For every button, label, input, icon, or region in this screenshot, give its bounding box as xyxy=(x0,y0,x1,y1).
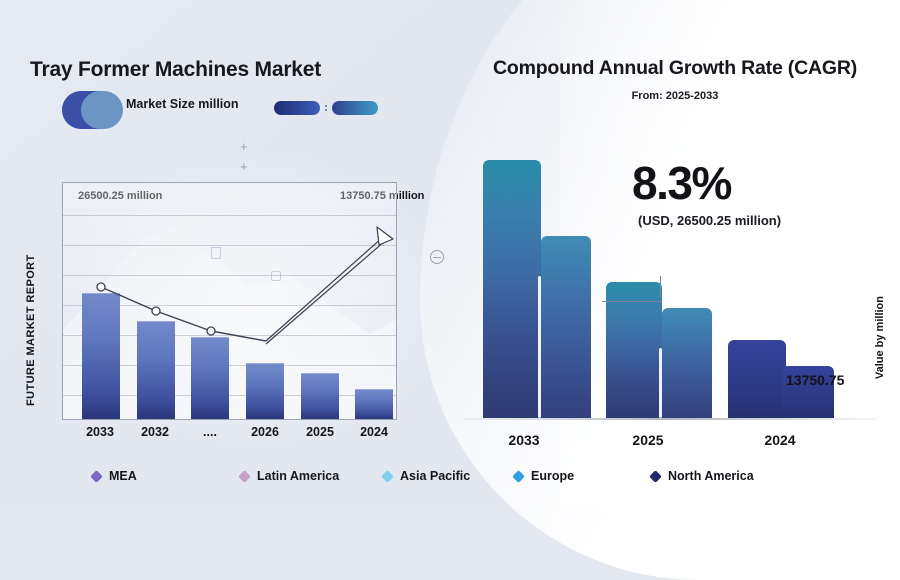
bar-2024-primary xyxy=(728,340,786,418)
right-chart-yaxis-label: Value by million xyxy=(874,296,886,380)
chart-legend: MEA Latin America Asia Pacific Europe No… xyxy=(0,462,900,490)
xtick-label: .... xyxy=(203,425,217,439)
xtick-label: 2025 xyxy=(632,432,664,448)
cagr-currency-note: (USD, 26500.25 million) xyxy=(638,213,782,228)
market-size-panel: Tray Former Machines Market Market Size … xyxy=(0,0,450,506)
annotation-left-value: 26500.25 million xyxy=(78,190,162,202)
pill-primary xyxy=(274,101,320,115)
legend-item-asia-pacific[interactable]: Asia Pacific xyxy=(381,469,471,483)
leader-tick-icon xyxy=(602,278,662,302)
background-swoosh-secondary xyxy=(560,0,900,506)
xtick-label: 2025 xyxy=(306,425,334,439)
right-chart-xaxis: 2033 2025 2024 xyxy=(450,432,900,452)
left-chart-yaxis-label: FUTURE MARKET REPORT xyxy=(25,254,37,406)
minus-circle-icon xyxy=(430,250,444,264)
trend-line-series xyxy=(96,226,394,345)
bar-2024 xyxy=(355,389,393,419)
bar-2025-primary xyxy=(606,282,662,418)
legend-marker-icon xyxy=(649,469,662,483)
bar-2033-primary xyxy=(483,160,541,418)
bar-2024-secondary xyxy=(782,366,834,418)
decorative-pill-group xyxy=(274,101,378,115)
xtick-label: 2024 xyxy=(360,425,388,439)
legend-label: North America xyxy=(668,469,754,483)
bar-2026 xyxy=(246,363,284,419)
legend-marker-icon xyxy=(381,469,394,483)
left-chart-xaxis: 2033 2032 .... 2026 2025 2024 xyxy=(62,425,397,445)
bar-2025-secondary xyxy=(662,308,712,418)
legend-item-north-america[interactable]: North America xyxy=(649,469,754,483)
legend-marker-icon xyxy=(238,469,251,483)
cagr-subtitle: From: 2025-2033 xyxy=(631,90,719,102)
cagr-title: Compound Annual Growth Rate (CAGR) xyxy=(492,57,858,79)
gridline xyxy=(63,395,396,396)
gridline xyxy=(63,335,396,336)
bar-value-label: 13750.75 xyxy=(786,372,845,388)
legend-label: Latin America xyxy=(257,469,340,483)
left-bar-chart xyxy=(62,182,397,420)
legend-label: Asia Pacific xyxy=(400,469,471,483)
plus-decoration-icon: + xyxy=(240,139,248,154)
gridline xyxy=(63,365,396,366)
xtick-label: 2024 xyxy=(764,432,796,448)
bar-2033-secondary xyxy=(541,236,591,418)
xtick-label: 2026 xyxy=(251,425,279,439)
bar-2032 xyxy=(137,321,175,419)
legend-label: Europe xyxy=(531,469,575,483)
legend-item-mea[interactable]: MEA xyxy=(90,469,137,483)
bar-divider xyxy=(659,348,662,418)
xtick-label: 2032 xyxy=(141,425,169,439)
document-decoration-icon xyxy=(211,247,221,259)
bar-2033 xyxy=(82,293,120,419)
legend-marker-icon xyxy=(512,469,525,483)
square-decoration-icon xyxy=(271,271,281,281)
leader-tick-icon xyxy=(660,276,661,298)
legend-item-latin-america[interactable]: Latin America xyxy=(238,469,340,483)
brand-logo-icon xyxy=(62,91,123,129)
bar-2025 xyxy=(301,373,339,419)
gridline xyxy=(63,275,396,276)
cagr-panel: Compound Annual Growth Rate (CAGR) From:… xyxy=(450,0,900,506)
plus-decoration-icon: + xyxy=(240,159,248,174)
pill-divider-icon xyxy=(325,105,327,111)
legend-item-europe[interactable]: Europe xyxy=(512,469,575,483)
bar-divider xyxy=(538,276,541,418)
annotation-right-value: 13750.75 million xyxy=(340,190,425,202)
xtick-label: 2033 xyxy=(508,432,540,448)
gridline xyxy=(63,305,396,306)
xtick-label: 2033 xyxy=(86,425,114,439)
gridline xyxy=(63,215,396,216)
cagr-value: 8.3% xyxy=(632,157,732,209)
legend-marker-icon xyxy=(90,469,103,483)
market-size-legend-label: Market Size million xyxy=(126,97,239,111)
pill-secondary xyxy=(332,101,378,115)
legend-label: MEA xyxy=(109,469,137,483)
page-title: Tray Former Machines Market xyxy=(30,58,322,81)
right-chart-baseline xyxy=(462,418,877,420)
bar-ellipsis xyxy=(191,337,229,419)
gridline xyxy=(63,245,396,246)
